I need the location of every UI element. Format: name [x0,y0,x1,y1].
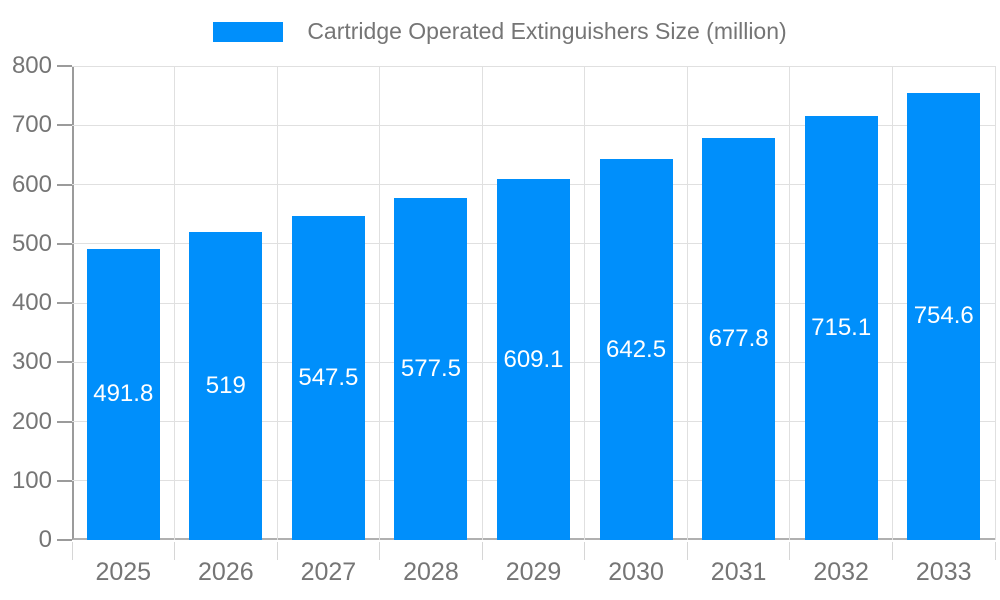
x-axis-label: 2033 [915,558,972,586]
x-axis-tick [379,542,381,560]
bar-value-label: 715.1 [811,314,872,342]
y-axis-tick [57,242,72,245]
y-axis-tick [57,183,72,186]
y-axis-label: 600 [11,170,52,198]
gridline-vertical [481,66,483,540]
bar-value-label: 754.6 [913,302,974,330]
x-axis-tick [174,542,176,560]
x-axis-tick [276,542,278,560]
gridline-vertical [584,66,586,540]
gridline-vertical [379,66,381,540]
x-axis-tick [891,542,893,560]
bar-2027[interactable]: 547.5 [291,215,365,540]
y-axis-label: 200 [11,407,52,435]
y-axis-label: 300 [11,348,52,376]
y-axis-tick [57,124,72,127]
legend-label: Cartridge Operated Extinguishers Size (m… [307,18,787,44]
y-axis-tick [57,65,72,67]
x-axis-tick [71,542,73,560]
bar-2033[interactable]: 754.6 [907,92,981,540]
gridline-vertical [789,66,791,540]
bar-2031[interactable]: 677.8 [702,138,776,540]
gridline-vertical [994,66,996,540]
bar-2030[interactable]: 642.5 [599,159,673,540]
y-axis-label: 0 [38,526,52,553]
x-axis-label: 2026 [198,558,254,586]
y-axis-label: 500 [11,229,52,257]
gridline-vertical [174,66,176,540]
x-axis-label: 2031 [710,558,767,586]
x-axis-label: 2027 [300,558,357,586]
x-axis-label: 2028 [403,558,459,586]
y-axis-tick [57,361,72,364]
bar-2025[interactable]: 491.8 [86,248,160,540]
y-axis-tick [57,302,72,304]
bar-value-label: 609.1 [503,345,564,373]
x-axis-tick [584,542,586,560]
y-axis-label: 700 [11,111,52,139]
x-axis-tick [481,542,483,560]
gridline-vertical [891,66,893,540]
legend-swatch [213,21,284,42]
y-axis-label: 400 [11,289,52,316]
y-axis-tick [57,479,72,482]
bar-value-label: 677.8 [708,325,769,353]
bar-value-label: 547.5 [298,363,359,391]
x-axis-label: 2025 [95,558,152,586]
bar-value-label: 642.5 [606,335,667,363]
bar-value-label: 577.5 [400,354,461,382]
x-axis-tick [686,542,688,560]
gridline-vertical [276,66,278,540]
x-axis-label: 2030 [608,558,664,586]
bar-2032[interactable]: 715.1 [804,116,878,540]
bar-2028[interactable]: 577.5 [394,197,468,540]
gridline-vertical [686,66,688,540]
x-axis-tick [789,542,791,560]
bar-2029[interactable]: 609.1 [497,179,570,540]
y-axis-tick [57,539,72,541]
x-axis-label: 2029 [505,558,562,586]
y-axis-tick [57,420,72,423]
y-axis-label: 100 [11,466,52,494]
y-axis-label: 800 [11,52,52,79]
bar-value-label: 491.8 [93,380,154,408]
bar-value-label: 519 [205,372,246,400]
x-axis-label: 2032 [813,558,869,586]
x-axis-tick [994,542,996,560]
legend[interactable]: Cartridge Operated Extinguishers Size (m… [0,18,1000,45]
bar-2026[interactable]: 519 [189,232,263,540]
gridline-horizontal [72,65,995,67]
gridline-horizontal [72,124,995,126]
